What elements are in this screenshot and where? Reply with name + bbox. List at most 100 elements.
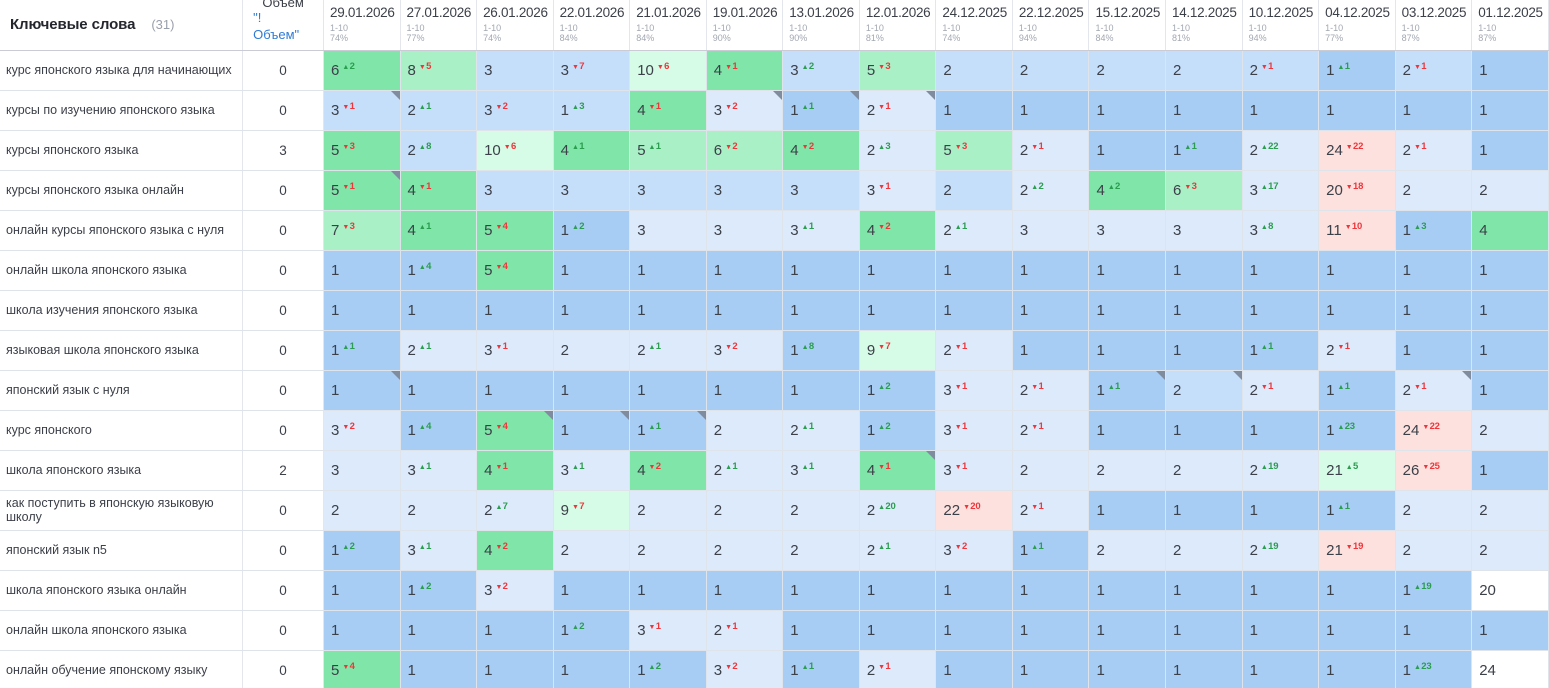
- position-cell[interactable]: 2 ▲1: [782, 410, 860, 451]
- date-column-header[interactable]: 12.01.2026 1-10 81%: [859, 0, 937, 51]
- volume-column-header[interactable]: Объем "! Объем": [242, 0, 324, 51]
- position-cell[interactable]: 3: [629, 210, 707, 251]
- table-row[interactable]: онлайн обучение японскому языку 0 5 ▼4 1 1 1 1 ▲…: [0, 650, 1549, 688]
- position-cell[interactable]: 1: [1318, 610, 1396, 651]
- position-cell[interactable]: 21 ▼19: [1318, 530, 1396, 571]
- position-cell[interactable]: 1: [859, 610, 937, 651]
- position-cell[interactable]: 2 ▼1: [1395, 130, 1473, 171]
- table-row[interactable]: японский язык n5 0 1 ▲2 3 ▲1 4 ▼2 2 2 2 2 2 ▲1 3 ▼2 1 ▲1 2…: [0, 530, 1549, 571]
- position-cell[interactable]: 8 ▼5: [400, 50, 478, 91]
- position-cell[interactable]: 5 ▼3: [323, 130, 401, 171]
- position-cell[interactable]: 2: [1088, 450, 1167, 491]
- date-column-header[interactable]: 21.01.2026 1-10 84%: [629, 0, 707, 51]
- position-cell[interactable]: 1 ▲1: [1318, 370, 1396, 411]
- date-column-header[interactable]: 24.12.2025 1-10 74%: [935, 0, 1013, 51]
- position-cell[interactable]: 1: [476, 290, 554, 331]
- position-cell[interactable]: 1 ▲1: [323, 330, 401, 371]
- position-cell[interactable]: 1: [1088, 570, 1167, 611]
- position-cell[interactable]: 2 ▼1: [1395, 50, 1473, 91]
- position-cell[interactable]: 1: [1318, 250, 1396, 291]
- position-cell[interactable]: 2 ▼1: [859, 90, 937, 131]
- position-cell[interactable]: 4 ▼2: [476, 530, 554, 571]
- position-cell[interactable]: 1: [323, 370, 401, 411]
- position-cell[interactable]: 2: [1165, 530, 1243, 571]
- position-cell[interactable]: 2: [1088, 530, 1167, 571]
- position-cell[interactable]: 3 ▲1: [782, 210, 860, 251]
- position-cell[interactable]: 1: [1088, 330, 1167, 371]
- position-cell[interactable]: 1: [1165, 250, 1243, 291]
- date-column-header[interactable]: 22.01.2026 1-10 84%: [553, 0, 631, 51]
- position-cell[interactable]: 1: [323, 570, 401, 611]
- position-cell[interactable]: 3 ▼2: [935, 530, 1013, 571]
- volume-exact-label[interactable]: Объем": [253, 27, 300, 42]
- position-cell[interactable]: 4 ▼1: [476, 450, 554, 491]
- position-cell[interactable]: 1: [782, 570, 860, 611]
- table-row[interactable]: курс японского языка для начинающих 0 6 ▲2 8…: [0, 50, 1549, 91]
- position-cell[interactable]: 2: [1165, 50, 1243, 91]
- table-row[interactable]: как поступить в японскую языковую школу 0…: [0, 490, 1549, 531]
- position-cell[interactable]: 2 ▼1: [1012, 370, 1090, 411]
- date-column-header[interactable]: 04.12.2025 1-10 77%: [1318, 0, 1396, 51]
- position-cell[interactable]: 1: [400, 650, 478, 688]
- table-row[interactable]: японский язык с нуля 0 1 1 1 1 1 1 1 1 ▲2 3 ▼1 2 ▼1 1 ▲1…: [0, 370, 1549, 411]
- position-cell[interactable]: 1: [1088, 250, 1167, 291]
- position-cell[interactable]: 1: [1165, 570, 1243, 611]
- position-cell[interactable]: 3: [1012, 210, 1090, 251]
- position-cell[interactable]: 26 ▼25: [1395, 450, 1473, 491]
- position-cell[interactable]: 1: [1165, 610, 1243, 651]
- position-cell[interactable]: 2: [553, 530, 631, 571]
- position-cell[interactable]: 2 ▲8: [400, 130, 478, 171]
- position-cell[interactable]: 5 ▲1: [629, 130, 707, 171]
- position-cell[interactable]: 3: [706, 210, 784, 251]
- position-cell[interactable]: 24 ▼22: [1395, 410, 1473, 451]
- table-row[interactable]: онлайн школа японского языка 0 1 1 1 1 ▲2 3 ▼1 2 ▼…: [0, 610, 1549, 651]
- position-cell[interactable]: 20 ▼18: [1318, 170, 1396, 211]
- table-row[interactable]: языковая школа японского языка 0 1 ▲1 2 ▲1 3 ▼1…: [0, 330, 1549, 371]
- table-row[interactable]: онлайн курсы японского языка с нуля 0 7 ▼3 4…: [0, 210, 1549, 251]
- position-cell[interactable]: 1 ▲1: [1088, 370, 1167, 411]
- position-cell[interactable]: 1: [1012, 610, 1090, 651]
- position-cell[interactable]: 3 ▼2: [706, 90, 784, 131]
- position-cell[interactable]: 3 ▲1: [782, 450, 860, 491]
- position-cell[interactable]: 1: [629, 570, 707, 611]
- position-cell[interactable]: 1 ▲2: [553, 610, 631, 651]
- position-cell[interactable]: 1 ▲23: [1318, 410, 1396, 451]
- keyword-cell[interactable]: курсы японского языка онлайн: [0, 170, 244, 211]
- volume-exact-prefix[interactable]: "!: [253, 10, 262, 25]
- keyword-cell[interactable]: как поступить в японскую языковую школу: [0, 490, 244, 531]
- keyword-cell[interactable]: онлайн курсы японского языка с нуля: [0, 210, 244, 251]
- position-cell[interactable]: 4 ▲1: [400, 210, 478, 251]
- position-cell[interactable]: 1 ▲8: [782, 330, 860, 371]
- position-cell[interactable]: 1 ▲4: [400, 410, 478, 451]
- position-cell[interactable]: 1: [1395, 330, 1473, 371]
- position-cell[interactable]: 2: [782, 530, 860, 571]
- position-cell[interactable]: 3 ▲2: [782, 50, 860, 91]
- position-cell[interactable]: 22 ▼20: [935, 490, 1013, 531]
- position-cell[interactable]: 5 ▼3: [935, 130, 1013, 171]
- position-cell[interactable]: 1: [1471, 250, 1549, 291]
- position-cell[interactable]: 6 ▼2: [706, 130, 784, 171]
- position-cell[interactable]: 2: [1165, 370, 1243, 411]
- position-cell[interactable]: 3: [323, 450, 401, 491]
- position-cell[interactable]: 2 ▲20: [859, 490, 937, 531]
- position-cell[interactable]: 2 ▲2: [1012, 170, 1090, 211]
- position-cell[interactable]: 2 ▲1: [859, 530, 937, 571]
- position-cell[interactable]: 3 ▼1: [629, 610, 707, 651]
- position-cell[interactable]: 3 ▼2: [476, 570, 554, 611]
- position-cell[interactable]: 2: [1395, 490, 1473, 531]
- position-cell[interactable]: 1: [1395, 290, 1473, 331]
- position-cell[interactable]: 1: [935, 570, 1013, 611]
- position-cell[interactable]: 2 ▼1: [935, 330, 1013, 371]
- position-cell[interactable]: 3: [629, 170, 707, 211]
- position-cell[interactable]: 2: [1088, 50, 1167, 91]
- position-cell[interactable]: 4 ▼2: [629, 450, 707, 491]
- position-cell[interactable]: 1: [1471, 50, 1549, 91]
- position-cell[interactable]: 1: [782, 370, 860, 411]
- position-cell[interactable]: 3: [782, 170, 860, 211]
- position-cell[interactable]: 1 ▲1: [1165, 130, 1243, 171]
- position-cell[interactable]: 3 ▲1: [400, 450, 478, 491]
- position-cell[interactable]: 1: [1471, 130, 1549, 171]
- position-cell[interactable]: 1: [935, 610, 1013, 651]
- position-cell[interactable]: 3: [706, 170, 784, 211]
- position-cell[interactable]: 1: [400, 610, 478, 651]
